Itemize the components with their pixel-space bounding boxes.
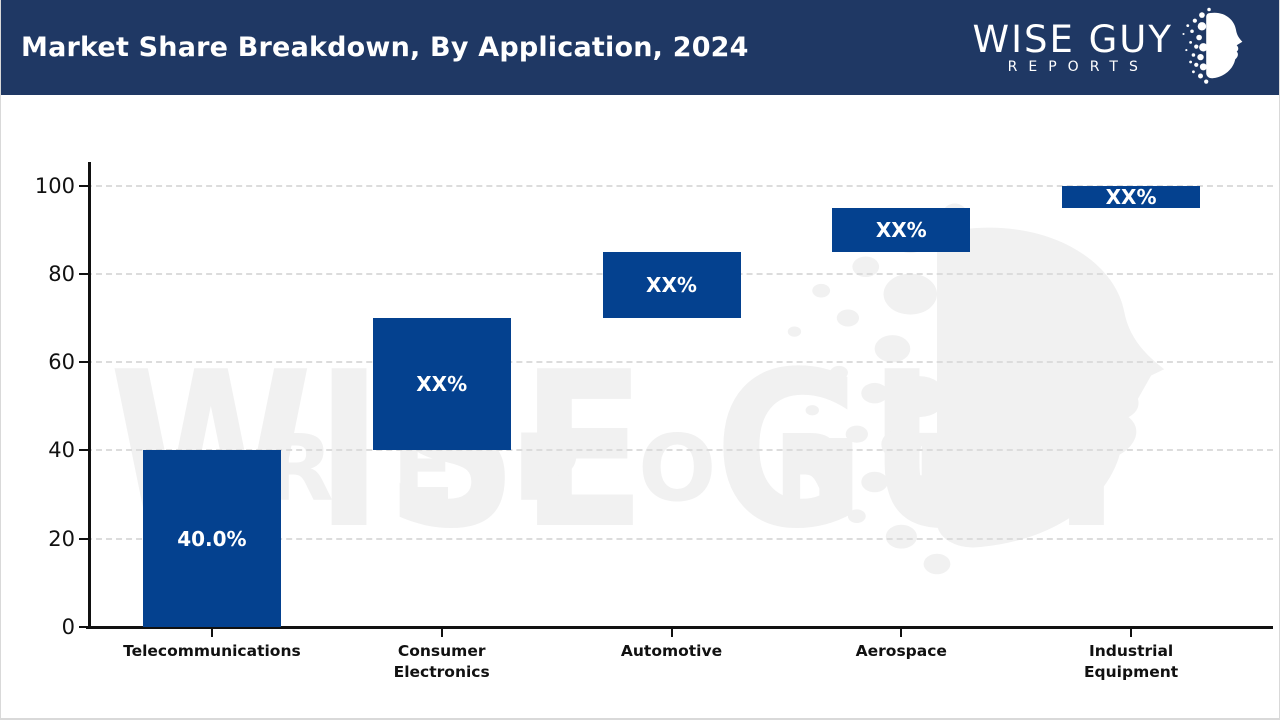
y-axis-tick xyxy=(79,626,89,628)
y-axis-tick xyxy=(79,272,89,275)
bar-aerospace xyxy=(832,207,971,252)
bar-value-label: XX% xyxy=(1105,184,1157,209)
y-gridline xyxy=(86,184,1273,187)
chart-title: Market Share Breakdown, By Application, … xyxy=(21,32,749,63)
watermark-dotted-head-icon xyxy=(787,203,1165,575)
y-axis-line xyxy=(88,162,91,629)
logo-wordmark: WISE GUY REPORTS xyxy=(972,17,1173,75)
y-axis-tick-label: 0 xyxy=(61,615,75,639)
x-axis-category-label: Industrial Equipment xyxy=(1083,642,1179,681)
wise-guy-reports-logo: WISE GUY REPORTS xyxy=(973,6,1253,90)
bar-consumer-electronics xyxy=(372,317,511,451)
y-axis-tick xyxy=(79,449,89,452)
bar-industrial-equipment xyxy=(1062,185,1201,208)
y-axis-tick-label: 60 xyxy=(48,350,75,375)
y-axis-tick-label: 40 xyxy=(48,438,75,463)
x-axis-category-label: Consumer Electronics xyxy=(393,642,490,681)
chart-plot-area: WISE GUY REPORTS 0 20 40 60 80 100 40.0% Teleco… xyxy=(1,95,1279,718)
x-axis-tick xyxy=(440,628,443,637)
y-axis-tick xyxy=(79,537,89,540)
bar-automotive xyxy=(602,251,741,318)
y-axis-tick-label: 20 xyxy=(48,526,75,551)
y-axis-tick xyxy=(79,184,89,187)
y-gridline xyxy=(86,361,1273,364)
bar-value-label: XX% xyxy=(875,217,927,242)
y-gridline xyxy=(86,537,1273,540)
x-axis-category-label: Aerospace xyxy=(855,642,947,660)
x-axis-tick xyxy=(900,628,903,637)
x-axis-category-label: Telecommunications xyxy=(123,642,301,660)
dotted-head-logo-icon xyxy=(1182,7,1243,84)
x-axis-line xyxy=(86,626,1273,629)
x-axis-tick xyxy=(670,628,673,637)
y-axis-tick-label: 80 xyxy=(48,261,75,286)
logo-wordmark-line2: REPORTS xyxy=(1007,58,1149,75)
y-axis-tick xyxy=(79,361,89,364)
x-axis-tick xyxy=(1130,628,1133,637)
header-banner: Market Share Breakdown, By Application, … xyxy=(1,0,1279,95)
x-axis-category-label: Automotive xyxy=(620,642,723,660)
bar-telecommunications xyxy=(142,450,281,627)
x-axis-tick xyxy=(210,628,213,637)
bar-value-label: XX% xyxy=(646,272,697,297)
y-gridline xyxy=(86,449,1273,452)
y-axis-tick-label: 100 xyxy=(34,173,75,198)
bar-value-label: XX% xyxy=(416,372,468,397)
bar-value-label: 40.0% xyxy=(177,526,247,551)
logo-wordmark-line1: WISE GUY xyxy=(972,17,1173,61)
